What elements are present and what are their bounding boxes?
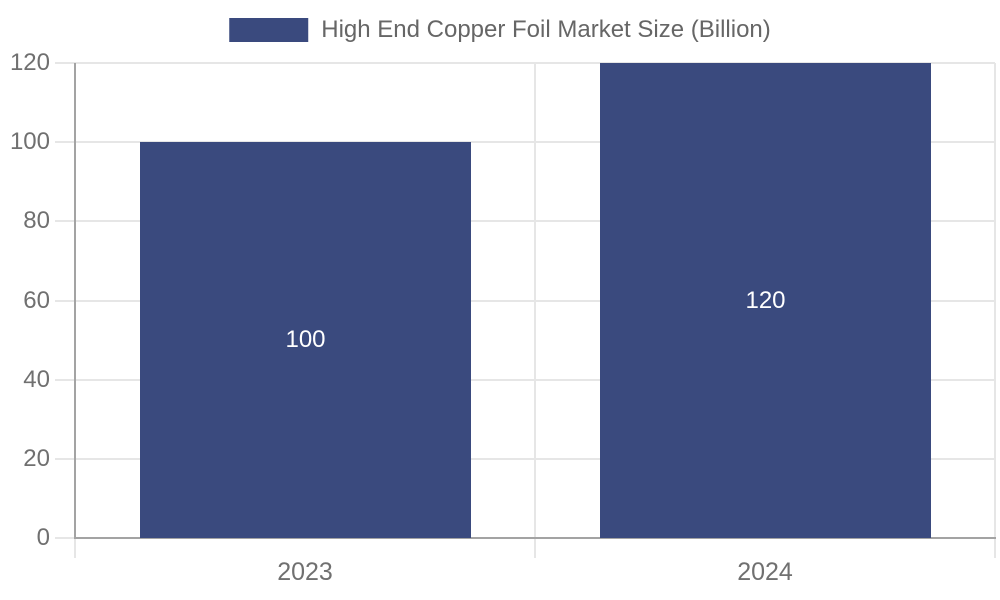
x-axis-label: 2023 bbox=[277, 558, 333, 586]
y-tick-label: 20 bbox=[23, 444, 50, 472]
bar[interactable] bbox=[140, 142, 471, 538]
y-gridline bbox=[55, 62, 995, 64]
y-gridline bbox=[55, 299, 995, 302]
x-boundary-tick bbox=[74, 538, 76, 558]
y-tick-label: 120 bbox=[9, 49, 50, 76]
y-tick-label: 80 bbox=[23, 207, 50, 235]
y-gridline bbox=[55, 220, 995, 223]
y-tick-label: 0 bbox=[36, 524, 50, 551]
y-gridline bbox=[55, 457, 995, 460]
legend-swatch bbox=[229, 18, 309, 42]
y-axis-line bbox=[74, 63, 76, 539]
y-tick-label: 40 bbox=[23, 365, 50, 393]
x-boundary-gridline bbox=[994, 63, 996, 558]
bar[interactable] bbox=[600, 63, 931, 538]
y-tick-label: 60 bbox=[23, 286, 50, 314]
legend-label: High End Copper Foil Market Size (Billio… bbox=[321, 16, 771, 43]
x-boundary-gridline bbox=[534, 63, 536, 558]
x-axis-label: 2024 bbox=[737, 558, 793, 586]
bar-value-label: 100 bbox=[285, 326, 326, 353]
x-axis-line bbox=[74, 537, 996, 539]
y-gridline bbox=[55, 141, 995, 144]
y-tick-label: 100 bbox=[9, 128, 50, 156]
y-gridline bbox=[55, 378, 995, 381]
bar-value-label: 120 bbox=[745, 287, 786, 314]
legend[interactable]: High End Copper Foil Market Size (Billio… bbox=[229, 16, 771, 44]
